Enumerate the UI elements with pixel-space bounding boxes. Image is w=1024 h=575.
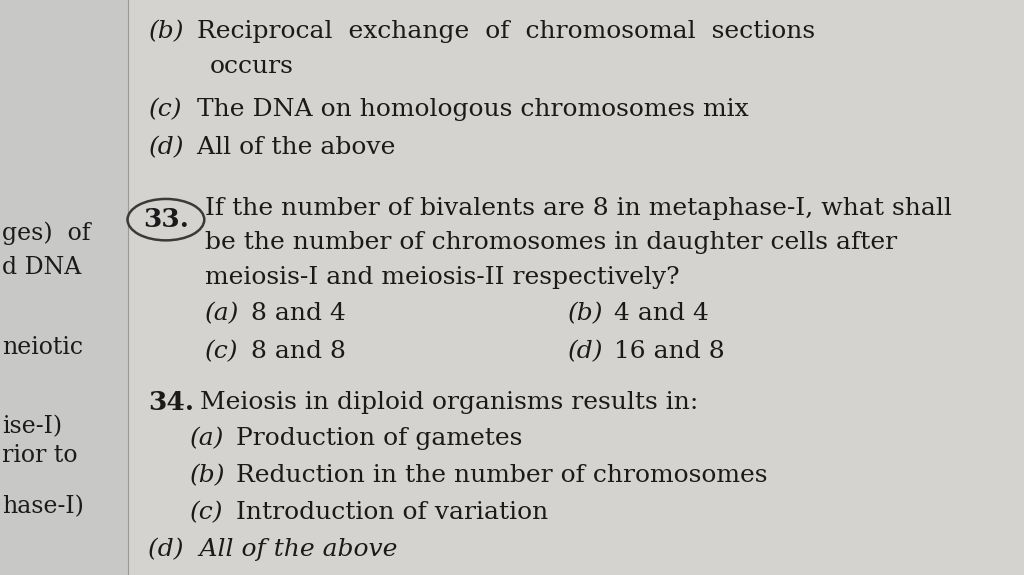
Text: Meiosis in diploid organisms results in:: Meiosis in diploid organisms results in:	[200, 391, 698, 414]
Text: All of the above: All of the above	[181, 136, 395, 159]
Text: neiotic: neiotic	[2, 336, 83, 359]
Text: Reduction in the number of chromosomes: Reduction in the number of chromosomes	[236, 464, 767, 487]
Text: 4 and 4: 4 and 4	[614, 302, 710, 325]
Text: Reciprocal  exchange  of  chromosomal  sections: Reciprocal exchange of chromosomal secti…	[181, 20, 815, 43]
Text: (c): (c)	[148, 98, 182, 121]
Text: Production of gametes: Production of gametes	[236, 427, 522, 450]
Text: (c): (c)	[205, 340, 239, 363]
Text: (b): (b)	[568, 302, 604, 325]
Text: ise-I): ise-I)	[2, 415, 62, 438]
Text: 16 and 8: 16 and 8	[614, 340, 725, 363]
Text: Introduction of variation: Introduction of variation	[236, 501, 548, 524]
Text: hase-I): hase-I)	[2, 496, 84, 519]
Text: 8 and 8: 8 and 8	[251, 340, 346, 363]
Text: be the number of chromosomes in daughter cells after: be the number of chromosomes in daughter…	[205, 231, 897, 254]
Text: (b): (b)	[189, 464, 225, 487]
Text: (d)  All of the above: (d) All of the above	[148, 538, 398, 561]
Text: meiosis-I and meiosis-II respectively?: meiosis-I and meiosis-II respectively?	[205, 266, 680, 289]
Text: 8 and 4: 8 and 4	[251, 302, 346, 325]
Text: 34.: 34.	[148, 390, 195, 415]
Text: If the number of bivalents are 8 in metaphase-I, what shall: If the number of bivalents are 8 in meta…	[205, 197, 951, 220]
Text: rior to: rior to	[2, 444, 78, 467]
Text: occurs: occurs	[210, 55, 294, 78]
Text: ges)  of: ges) of	[2, 221, 90, 244]
Text: (d): (d)	[568, 340, 604, 363]
FancyBboxPatch shape	[0, 0, 128, 575]
Text: (b): (b)	[148, 20, 184, 43]
Text: d DNA: d DNA	[2, 256, 81, 279]
Text: The DNA on homologous chromosomes mix: The DNA on homologous chromosomes mix	[181, 98, 749, 121]
Text: (a): (a)	[189, 427, 224, 450]
Text: (d): (d)	[148, 136, 184, 159]
Text: (c): (c)	[189, 501, 223, 524]
Text: 33.: 33.	[143, 207, 188, 232]
Text: (a): (a)	[205, 302, 240, 325]
